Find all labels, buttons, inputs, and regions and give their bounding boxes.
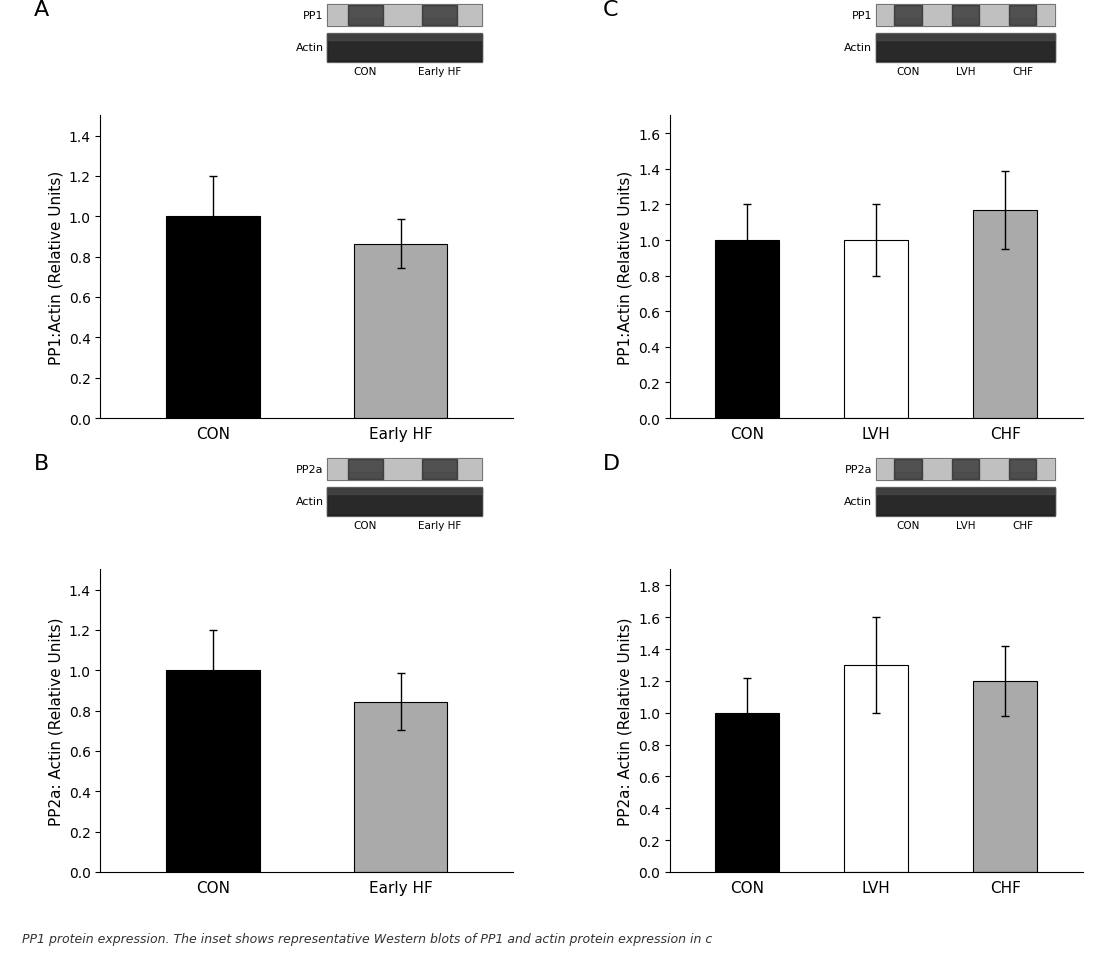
Text: PP2a: PP2a [296,464,324,474]
Text: CON: CON [896,521,920,531]
Bar [327,458,481,480]
Text: D: D [603,453,620,474]
Bar [354,244,448,419]
Text: PP1: PP1 [852,11,872,20]
Bar [327,487,481,516]
Bar [166,217,260,419]
Text: PP2a: PP2a [845,464,872,474]
Bar [327,5,481,27]
Text: Early HF: Early HF [418,68,461,78]
Text: PP1 protein expression. The inset shows representative Western blots of PP1 and : PP1 protein expression. The inset shows … [22,932,713,945]
Bar [327,34,481,63]
Y-axis label: PP2a: Actin (Relative Units): PP2a: Actin (Relative Units) [617,617,633,825]
Y-axis label: PP2a: Actin (Relative Units): PP2a: Actin (Relative Units) [48,617,64,825]
Bar [876,487,1055,516]
Text: Actin: Actin [844,497,872,507]
Bar [973,681,1038,872]
Bar [876,458,1055,480]
Y-axis label: PP1:Actin (Relative Units): PP1:Actin (Relative Units) [617,171,633,364]
Text: CHF: CHF [1012,521,1033,531]
Bar [876,5,1055,27]
Text: LVH: LVH [955,521,975,531]
Text: CON: CON [896,68,920,78]
Text: CON: CON [354,521,377,531]
Text: Actin: Actin [296,44,324,53]
Text: CON: CON [354,68,377,78]
Bar [715,713,779,872]
Text: C: C [603,0,618,20]
Text: PP1: PP1 [304,11,324,20]
Bar [166,671,260,872]
Text: Early HF: Early HF [418,521,461,531]
Text: A: A [33,0,49,20]
Text: B: B [33,453,49,474]
Bar [844,666,908,872]
Bar [973,210,1038,419]
Bar [844,240,908,419]
Text: Actin: Actin [844,44,872,53]
Text: Actin: Actin [296,497,324,507]
Bar [876,34,1055,63]
Text: CHF: CHF [1012,68,1033,78]
Text: LVH: LVH [955,68,975,78]
Y-axis label: PP1:Actin (Relative Units): PP1:Actin (Relative Units) [48,171,64,364]
Bar [354,702,448,872]
Bar [715,240,779,419]
